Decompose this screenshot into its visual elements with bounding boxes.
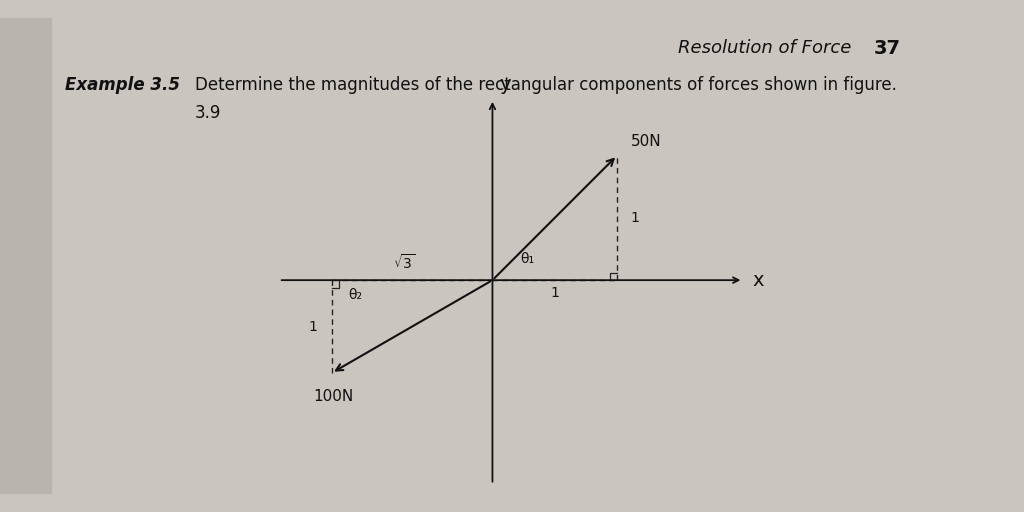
Text: 37: 37: [873, 38, 900, 57]
Text: 1: 1: [308, 319, 316, 334]
Text: 100N: 100N: [313, 389, 353, 404]
Text: y: y: [500, 75, 511, 94]
Text: $\sqrt{3}$: $\sqrt{3}$: [393, 253, 415, 272]
Text: Resolution of Force: Resolution of Force: [678, 38, 852, 56]
Text: Determine the magnitudes of the rectangular components of forces shown in figure: Determine the magnitudes of the rectangu…: [196, 76, 897, 94]
Text: 3.9: 3.9: [196, 103, 221, 122]
Text: 50N: 50N: [631, 134, 662, 149]
Bar: [0, 18, 51, 494]
Text: θ₁: θ₁: [520, 252, 535, 266]
Text: θ₂: θ₂: [348, 288, 362, 302]
Text: Example 3.5: Example 3.5: [66, 76, 180, 94]
Text: 1: 1: [550, 286, 559, 300]
Text: 1: 1: [630, 211, 639, 225]
Text: x: x: [753, 271, 764, 290]
